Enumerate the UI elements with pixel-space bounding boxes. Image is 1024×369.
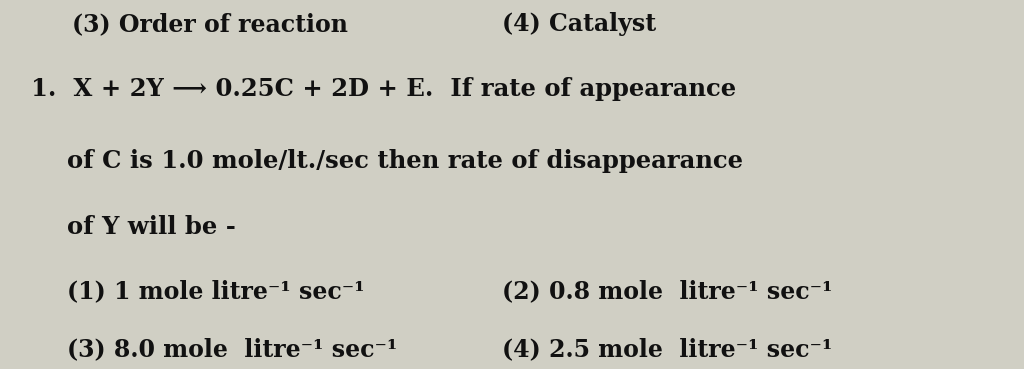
Text: (4) 2.5 mole  litre⁻¹ sec⁻¹: (4) 2.5 mole litre⁻¹ sec⁻¹: [502, 337, 833, 361]
Text: (4) Catalyst: (4) Catalyst: [502, 12, 656, 36]
Text: of C is 1.0 mole/lt./sec then rate of disappearance: of C is 1.0 mole/lt./sec then rate of di…: [67, 148, 742, 173]
Text: (1) 1 mole litre⁻¹ sec⁻¹: (1) 1 mole litre⁻¹ sec⁻¹: [67, 279, 365, 304]
Text: 1.  X + 2Y ⟶ 0.25C + 2D + E.  If rate of appearance: 1. X + 2Y ⟶ 0.25C + 2D + E. If rate of a…: [31, 76, 736, 101]
Text: (2) 0.8 mole  litre⁻¹ sec⁻¹: (2) 0.8 mole litre⁻¹ sec⁻¹: [502, 279, 833, 304]
Text: (3) 8.0 mole  litre⁻¹ sec⁻¹: (3) 8.0 mole litre⁻¹ sec⁻¹: [67, 337, 397, 361]
Text: of Y will be -: of Y will be -: [67, 215, 236, 239]
Text: (3) Order of reaction: (3) Order of reaction: [72, 12, 347, 36]
